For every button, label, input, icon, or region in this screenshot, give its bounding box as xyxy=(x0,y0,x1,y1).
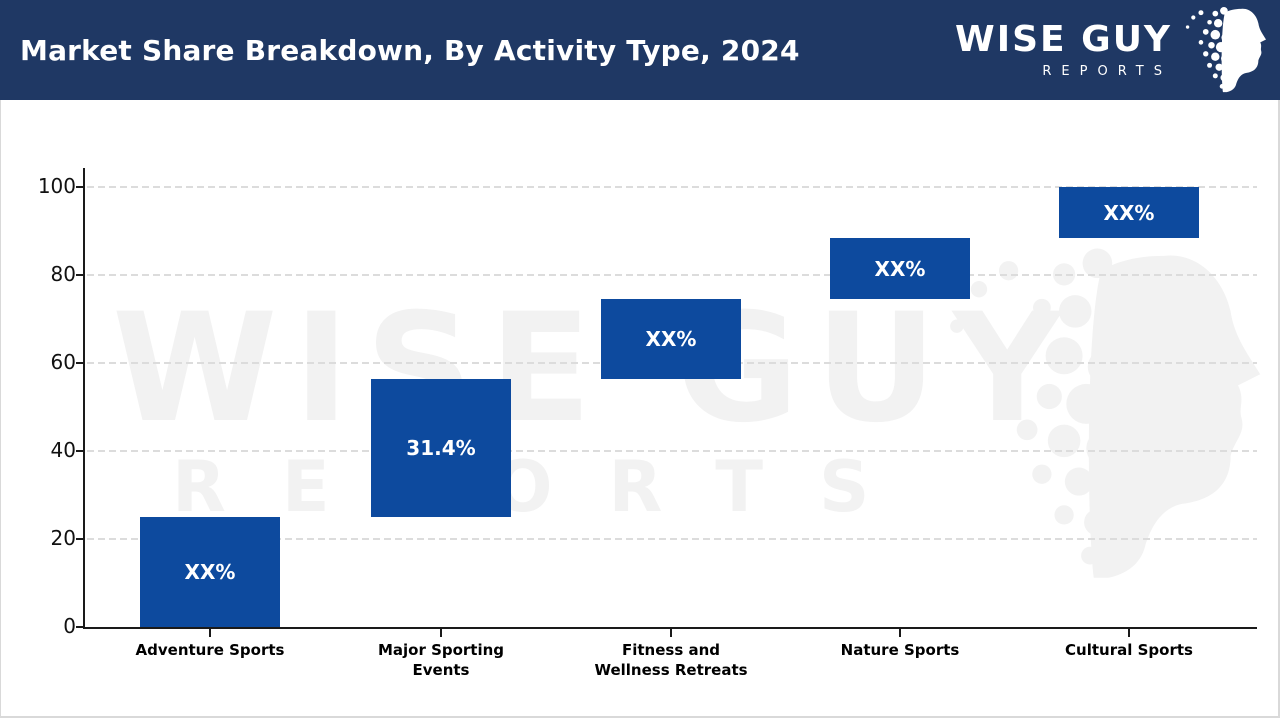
x-category-label: Major Sporting Events xyxy=(377,641,505,680)
wise-guy-logo: WISE GUY REPORTS xyxy=(955,6,1270,94)
gridline xyxy=(87,538,1257,540)
watermark-wordmark: WISE GUY xyxy=(112,282,1078,456)
bar-value-label: XX% xyxy=(645,327,697,351)
bar-value-label: XX% xyxy=(874,256,926,281)
y-tick-label: 0 xyxy=(63,614,76,638)
y-tick-label: 80 xyxy=(50,262,76,286)
bottom-border xyxy=(0,716,1280,718)
y-axis-spine xyxy=(83,168,85,629)
y-tick-mark xyxy=(76,274,85,276)
watermark-face-icon xyxy=(950,248,1261,578)
bar-value-label: XX% xyxy=(1103,200,1155,225)
bar-segment: XX% xyxy=(830,238,970,300)
y-tick-mark xyxy=(76,538,85,540)
logo-wordmark: WISE GUY xyxy=(954,19,1172,60)
x-category-label: Cultural Sports xyxy=(1065,641,1193,659)
gridline xyxy=(87,274,1257,276)
x-category-label: Nature Sports xyxy=(840,641,960,659)
x-category-label: Fitness and Wellness Retreats xyxy=(594,641,748,680)
y-tick-label: 60 xyxy=(50,350,76,374)
bar-value-label: XX% xyxy=(184,560,236,584)
x-axis-spine xyxy=(83,627,1257,629)
y-tick-mark xyxy=(76,450,85,452)
x-tick-mark xyxy=(209,629,211,637)
x-tick-mark xyxy=(440,629,442,637)
y-tick-mark xyxy=(76,186,85,188)
gridline xyxy=(87,450,1257,452)
y-tick-mark xyxy=(76,362,85,364)
bar-segment: XX% xyxy=(601,299,741,379)
face-profile-logo-icon xyxy=(1185,6,1266,93)
bar-segment: XX% xyxy=(1059,187,1199,239)
logo-subtitle: REPORTS xyxy=(1042,64,1172,79)
y-tick-label: 40 xyxy=(50,438,76,462)
x-tick-mark xyxy=(899,629,901,637)
header: Market Share Breakdown, By Activity Type… xyxy=(0,0,1280,100)
x-tick-mark xyxy=(1128,629,1130,637)
bar-segment: XX% xyxy=(140,517,280,627)
bar-segment: 31.4% xyxy=(371,378,511,517)
x-tick-mark xyxy=(670,629,672,637)
y-tick-label: 100 xyxy=(37,174,76,198)
y-tick-mark xyxy=(76,626,85,628)
right-border xyxy=(1278,100,1280,718)
page-title: Market Share Breakdown, By Activity Type… xyxy=(20,33,800,67)
x-category-label: Adventure Sports xyxy=(135,641,285,659)
gridline xyxy=(87,186,1257,188)
left-border xyxy=(0,100,1,718)
watermark-subtitle: REPORTS xyxy=(172,446,926,528)
bar-value-label: 31.4% xyxy=(406,435,476,460)
logo-text: WISE GUY REPORTS xyxy=(954,19,1172,79)
y-tick-label: 20 xyxy=(50,526,76,550)
